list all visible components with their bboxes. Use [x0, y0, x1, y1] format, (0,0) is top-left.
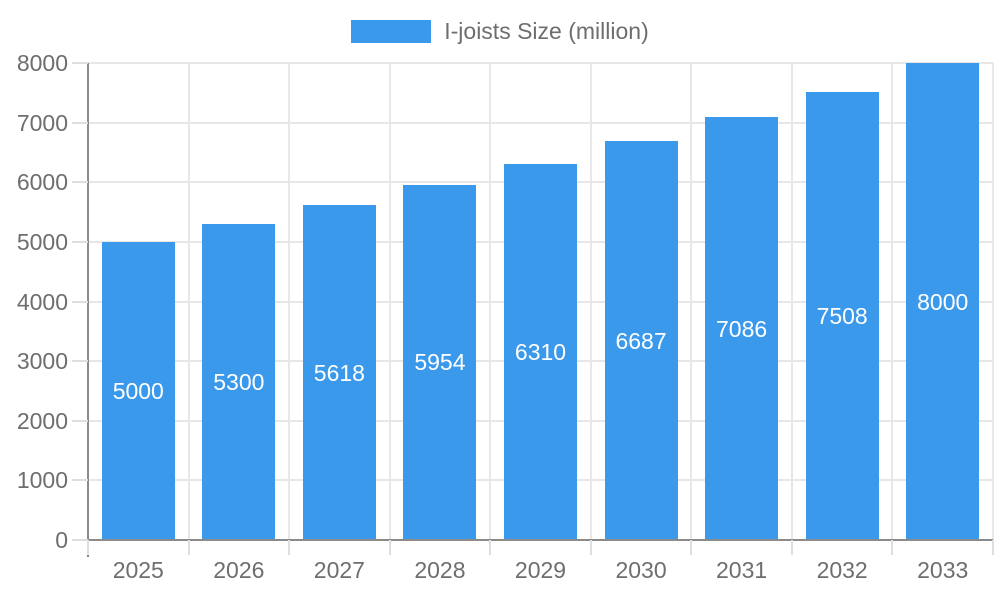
bar-2031[interactable]	[705, 117, 779, 540]
x-axis-tick	[891, 540, 894, 555]
y-axis-tick-label: 0	[55, 527, 68, 553]
legend-label: I-joists Size (million)	[444, 18, 649, 44]
bar-2027[interactable]	[302, 205, 376, 540]
y-axis-tick	[72, 300, 88, 303]
x-axis-tick	[589, 540, 592, 555]
y-axis-tick-label: 4000	[16, 288, 68, 315]
bar-2029[interactable]	[504, 163, 577, 540]
x-axis-tick-label: 2026	[213, 557, 265, 583]
gridline-vertical	[388, 63, 391, 540]
bar-value-label: 7508	[816, 303, 868, 330]
bar-2026[interactable]	[202, 223, 276, 540]
gridline-vertical	[891, 63, 894, 540]
x-axis-tick	[992, 540, 994, 555]
bar-2030[interactable]	[604, 141, 678, 540]
y-axis-tick	[72, 419, 88, 422]
y-axis-tick	[72, 240, 88, 243]
x-axis-tick-label: 2025	[112, 557, 164, 583]
y-axis-tick	[72, 479, 88, 482]
gridline-horizontal	[88, 62, 993, 64]
y-axis-tick-label: 5000	[16, 228, 68, 255]
x-axis-tick	[288, 540, 291, 555]
bar-2028[interactable]	[403, 184, 477, 540]
y-axis-tick	[72, 539, 88, 541]
x-axis-tick-label: 2029	[514, 557, 567, 583]
legend[interactable]: I-joists Size (million)	[0, 16, 1000, 46]
y-axis-tick-label: 8000	[16, 50, 68, 76]
y-axis-tick	[72, 181, 88, 184]
bar-value-label: 8000	[917, 288, 969, 315]
gridline-vertical	[790, 63, 793, 540]
gridline-vertical	[187, 63, 190, 540]
bar-2025[interactable]	[101, 241, 175, 540]
plot-area: 5000 5300 5618 5954 6310 6687 7086 7508 8000	[88, 62, 994, 540]
y-axis-tick	[72, 121, 88, 124]
x-axis-tick-label: 2031	[716, 557, 768, 583]
bar-2033[interactable]	[906, 63, 980, 540]
gridline-vertical	[489, 63, 492, 540]
x-axis-tick-label: 2032	[816, 557, 868, 583]
y-axis-tick	[72, 62, 88, 64]
x-axis-tick	[690, 540, 693, 555]
bar-value-label: 5618	[313, 359, 365, 386]
bar-value-label: 5000	[112, 377, 164, 404]
bar-value-label: 7086	[716, 315, 768, 342]
y-axis-labels: 0 1000 2000 3000 4000 5000 6000 7000 8000	[0, 50, 68, 553]
bar-value-label: 5300	[213, 368, 265, 395]
x-axis-tick-label: 2030	[615, 557, 667, 583]
x-axis-tick	[790, 540, 793, 555]
y-axis-line	[87, 63, 89, 557]
y-axis-tick	[72, 360, 88, 363]
bar-value-label: 6310	[514, 338, 567, 365]
x-axis-labels: 2025 2026 2027 2028 2029 2030 2031 2032 2033	[88, 556, 993, 586]
y-axis-tick-label: 3000	[16, 348, 68, 375]
y-axis-tick-label: 2000	[16, 407, 68, 434]
gridline-vertical	[288, 63, 291, 540]
x-axis-tick-label: 2033	[917, 557, 969, 583]
gridline-vertical	[992, 63, 994, 540]
x-axis-tick-label: 2028	[414, 557, 466, 583]
legend-swatch-icon	[351, 19, 432, 43]
x-axis-tick	[187, 540, 190, 555]
x-axis-tick-label: 2027	[313, 557, 365, 583]
y-axis-tick-label: 1000	[16, 467, 68, 494]
bar-2032[interactable]	[805, 92, 879, 540]
x-axis-tick	[388, 540, 391, 555]
gridline-vertical	[589, 63, 592, 540]
y-axis-tick-label: 6000	[16, 169, 68, 196]
x-axis-tick	[87, 540, 89, 555]
gridline-horizontal	[88, 121, 993, 124]
x-axis-tick	[489, 540, 492, 555]
x-axis-line	[87, 539, 993, 541]
bar-value-label: 5954	[414, 349, 466, 376]
gridline-vertical	[690, 63, 693, 540]
bar-value-label: 6687	[615, 327, 667, 354]
y-axis-tick-label: 7000	[16, 109, 68, 136]
